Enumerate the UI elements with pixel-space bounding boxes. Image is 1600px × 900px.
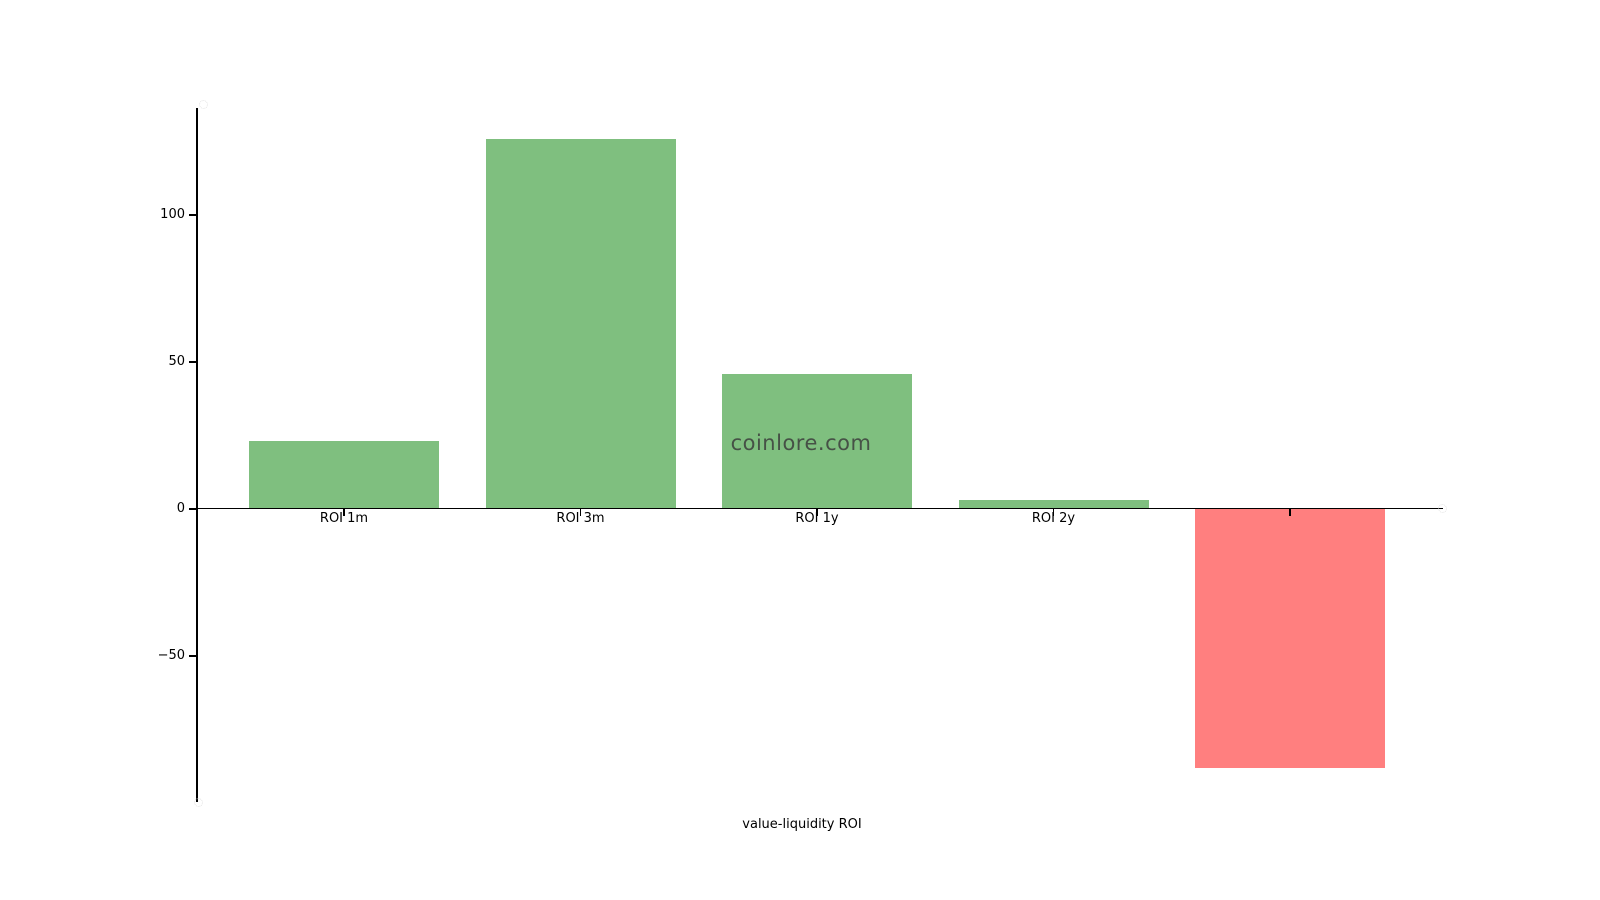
x-axis-zero-line bbox=[196, 508, 1443, 510]
bar-roi-1y bbox=[722, 373, 912, 509]
chart-title: value-liquidity ROI bbox=[742, 817, 862, 832]
x-tick-label-roi-2y: ROI 2y bbox=[1031, 511, 1076, 526]
x-tick-label-roi-1y: ROI 1y bbox=[795, 511, 839, 526]
y-axis-spine bbox=[196, 108, 198, 802]
bar-roi-3m bbox=[485, 138, 676, 509]
y-tick-label-0: 0 bbox=[176, 501, 185, 516]
y-tick bbox=[189, 655, 196, 657]
x-tick bbox=[1289, 509, 1291, 516]
x-tick-label-roi-3m: ROI 3m bbox=[556, 511, 605, 526]
axis-end-faint-marker bbox=[1438, 504, 1447, 513]
y-tick-label-100: 100 bbox=[160, 207, 185, 222]
bar-unlabeled bbox=[1195, 509, 1385, 768]
x-tick bbox=[1052, 509, 1055, 516]
y-tick bbox=[189, 214, 196, 216]
y-tick-label--50: −50 bbox=[157, 648, 185, 663]
x-tick-label-roi-1m: ROI 1m bbox=[319, 511, 369, 526]
spine-bottom-faint-marker bbox=[194, 798, 203, 807]
watermark-text: coinlore.com bbox=[730, 431, 872, 455]
y-tick bbox=[189, 361, 196, 363]
x-tick bbox=[816, 509, 818, 516]
y-tick-label-50: 50 bbox=[168, 354, 185, 369]
spine-top-faint-marker bbox=[199, 100, 208, 109]
x-tick bbox=[579, 509, 582, 516]
y-tick bbox=[189, 508, 196, 510]
bar-roi-1m bbox=[249, 441, 439, 509]
bar-roi-2y bbox=[958, 500, 1149, 509]
x-tick bbox=[343, 509, 345, 516]
